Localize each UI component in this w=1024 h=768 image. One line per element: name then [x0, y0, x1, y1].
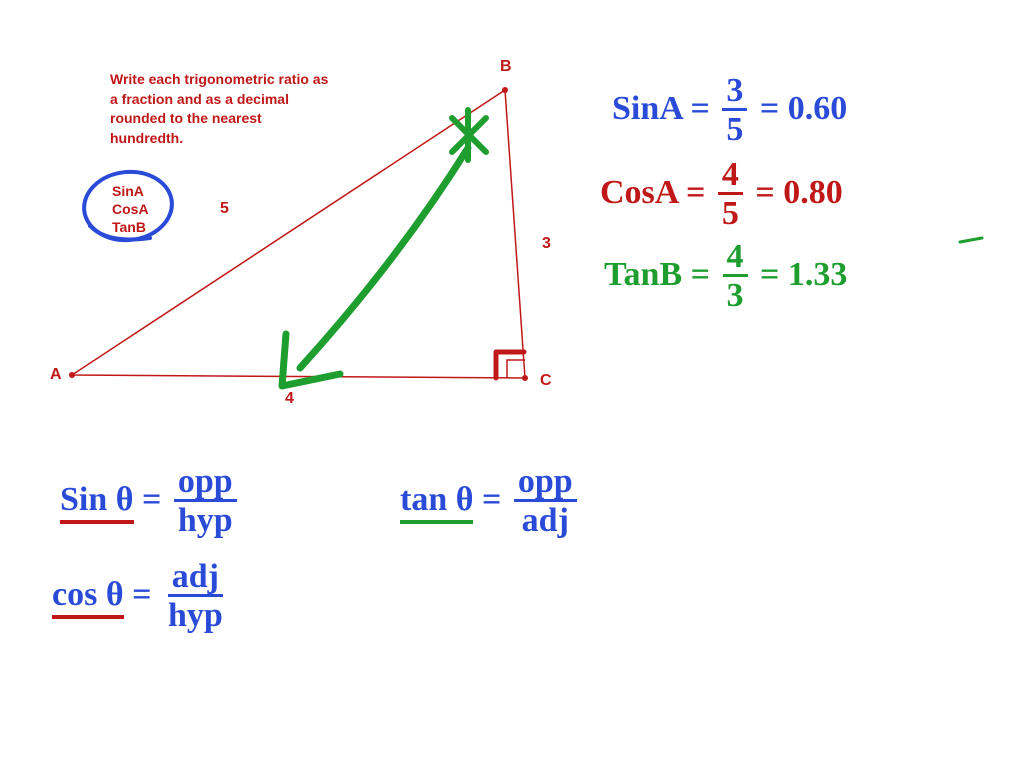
side-label-hyp: 5: [220, 200, 229, 218]
right-angle-scribble: [496, 352, 524, 378]
answer-cosA: CosA = 4 5 = 0.80: [600, 158, 843, 232]
formula-tan: tan θ = opp adj: [400, 465, 581, 539]
formula-tan-label: tan θ: [400, 481, 473, 524]
answer-sinA-fraction: 3 5: [722, 74, 747, 148]
formula-cos-label: cos θ: [52, 576, 124, 619]
formula-cos: cos θ = adj hyp: [52, 560, 231, 634]
answer-tanB: TanB = 4 3 = 1.33: [604, 240, 847, 314]
formula-sin-fraction: opp hyp: [174, 465, 237, 539]
formula-sin: Sin θ = opp hyp: [60, 465, 241, 539]
arrow-shaft: [300, 148, 468, 368]
side-label-opp: 3: [542, 235, 551, 253]
answer-sinA-decimal: 0.60: [788, 90, 848, 127]
vertex-label-A: A: [50, 366, 62, 384]
vertex-A-dot: [69, 372, 75, 378]
ratio-list: SinA CosA TanB: [112, 182, 149, 237]
formula-sin-label: Sin θ: [60, 481, 134, 524]
ratio-item-cosA: CosA: [112, 200, 149, 218]
vertex-B-dot: [502, 87, 508, 93]
answer-cosA-decimal: 0.80: [783, 174, 843, 211]
right-angle-marker: [507, 360, 525, 378]
problem-instruction: Write each trigonometric ratio as a frac…: [110, 70, 330, 148]
ratio-item-sinA: SinA: [112, 182, 149, 200]
formula-cos-fraction: adj hyp: [164, 560, 227, 634]
whiteboard-canvas: Write each trigonometric ratio as a frac…: [0, 0, 1024, 768]
answer-tanB-decimal: 1.33: [788, 256, 848, 293]
vertex-label-C: C: [540, 372, 552, 390]
ratio-item-tanB: TanB: [112, 218, 149, 236]
formula-tan-fraction: opp adj: [514, 465, 577, 539]
repeat-bar: [960, 238, 982, 242]
vertex-C-dot: [522, 375, 528, 381]
answer-tanB-label: TanB: [604, 256, 682, 293]
answer-tanB-fraction: 4 3: [723, 240, 748, 314]
answer-sinA-label: SinA: [612, 90, 682, 127]
vertex-label-B: B: [500, 58, 512, 76]
answer-cosA-fraction: 4 5: [718, 158, 743, 232]
answer-cosA-label: CosA: [600, 174, 677, 211]
side-label-adj: 4: [285, 390, 294, 408]
answer-sinA: SinA = 3 5 = 0.60: [612, 74, 847, 148]
